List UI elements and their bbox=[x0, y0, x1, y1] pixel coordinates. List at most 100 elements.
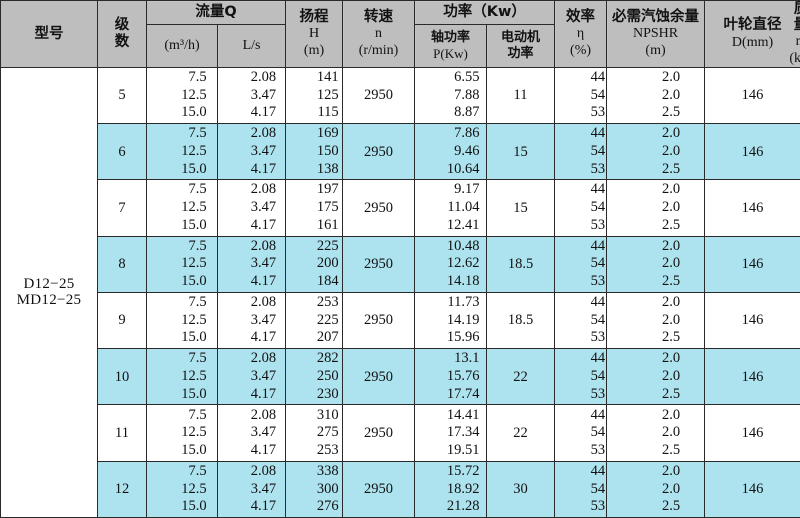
value-line-1: 2.0 bbox=[631, 463, 680, 481]
value: 9 bbox=[118, 312, 125, 328]
cell-impeller-diameter: 146 bbox=[705, 236, 800, 292]
value-line-1: 44 bbox=[556, 463, 605, 481]
header-flow-ls: L/s bbox=[218, 25, 286, 68]
value-line-1: 2.08 bbox=[227, 350, 276, 368]
value-line-2: 3.47 bbox=[227, 87, 276, 105]
value-line-3: 53 bbox=[556, 442, 605, 460]
value-line-3: 4.17 bbox=[227, 217, 276, 235]
value-line-2: 14.19 bbox=[422, 312, 480, 330]
value-line-2: 125 bbox=[289, 87, 338, 105]
value-line-3: 184 bbox=[289, 273, 338, 291]
value-line-2: 3.47 bbox=[227, 255, 276, 273]
value-line-1: 44 bbox=[556, 69, 605, 87]
value-line-3: 53 bbox=[556, 273, 605, 291]
value-line-1: 13.1 bbox=[422, 350, 480, 368]
value-line-1: 2.08 bbox=[227, 238, 276, 256]
header-power-group: 功率（Kw） bbox=[415, 1, 555, 25]
value: 18.5 bbox=[508, 312, 533, 328]
value-line-1: 2.0 bbox=[631, 125, 680, 143]
value-line-2: 54 bbox=[556, 312, 605, 330]
value-line-3: 2.5 bbox=[631, 386, 680, 404]
value-line-1: 44 bbox=[556, 407, 605, 425]
header-speed-line2: n bbox=[375, 26, 382, 42]
spec-table-sheet: 型号 级 数 流量Q 扬程 H (m) bbox=[0, 0, 800, 500]
value-line-3: 15.0 bbox=[157, 273, 206, 291]
value-line-3: 8.87 bbox=[422, 104, 480, 122]
cell-speed: 2950 bbox=[343, 67, 415, 123]
header-flow-group-label: 流量Q bbox=[195, 4, 236, 20]
value: 30 bbox=[513, 481, 528, 497]
header-flow-m3h: (m³/h) bbox=[147, 25, 218, 68]
value-line-3: 2.5 bbox=[631, 498, 680, 516]
value-line-1: 7.5 bbox=[157, 69, 206, 87]
value-line-1: 2.08 bbox=[227, 125, 276, 143]
value-line-3: 4.17 bbox=[227, 329, 276, 347]
value-line-3: 14.18 bbox=[422, 273, 480, 291]
cell-motor-power: 18.5 bbox=[487, 292, 555, 348]
value-line-2: 150 bbox=[289, 143, 338, 161]
value-line-3: 53 bbox=[556, 104, 605, 122]
value-line-3: 10.64 bbox=[422, 161, 480, 179]
value-line-1: 44 bbox=[556, 350, 605, 368]
value: 146 bbox=[742, 312, 764, 328]
cell-stage-count: 8 bbox=[98, 236, 147, 292]
value-line-2: 3.47 bbox=[227, 368, 276, 386]
value-line-1: 2.0 bbox=[631, 350, 680, 368]
value: 2950 bbox=[364, 481, 393, 497]
cell-stage-count: 12 bbox=[98, 461, 147, 517]
cell-impeller-diameter: 146 bbox=[705, 124, 800, 180]
value-line-3: 2.5 bbox=[631, 161, 680, 179]
value-line-1: 14.41 bbox=[422, 407, 480, 425]
header-mass-line1: 质量 bbox=[794, 1, 800, 33]
value-line-1: 7.5 bbox=[157, 181, 206, 199]
value-line-3: 276 bbox=[289, 498, 338, 516]
value-line-2: 17.34 bbox=[422, 424, 480, 442]
value-line-2: 250 bbox=[289, 368, 338, 386]
value-line-2: 3.47 bbox=[227, 143, 276, 161]
header-shaft-power-line2: P(Kw) bbox=[433, 47, 468, 62]
value-line-2: 3.47 bbox=[227, 199, 276, 217]
value-line-1: 2.0 bbox=[631, 407, 680, 425]
cell-speed: 2950 bbox=[343, 461, 415, 517]
value-line-1: 7.5 bbox=[157, 294, 206, 312]
model-name-line2: MD12−25 bbox=[1, 292, 97, 309]
value: 2950 bbox=[364, 144, 393, 160]
value-line-1: 44 bbox=[556, 125, 605, 143]
value-line-3: 2.5 bbox=[631, 329, 680, 347]
header-flow-m3h-label: (m³/h) bbox=[164, 38, 199, 53]
cell-impeller-diameter: 146 bbox=[705, 180, 800, 236]
cell-speed: 2950 bbox=[343, 349, 415, 405]
header-npshr-line1: 必需汽蚀余量 bbox=[612, 9, 699, 25]
value: 2950 bbox=[364, 312, 393, 328]
value-line-3: 207 bbox=[289, 329, 338, 347]
value: 2950 bbox=[364, 256, 393, 272]
value-line-2: 12.5 bbox=[157, 424, 206, 442]
header-npshr-line3: (m) bbox=[645, 43, 665, 59]
value-line-1: 44 bbox=[556, 294, 605, 312]
cell-stage-count: 10 bbox=[98, 349, 147, 405]
cell-motor-power: 30 bbox=[487, 461, 555, 517]
value-line-3: 17.74 bbox=[422, 386, 480, 404]
value: 146 bbox=[742, 425, 764, 441]
value-line-3: 53 bbox=[556, 329, 605, 347]
